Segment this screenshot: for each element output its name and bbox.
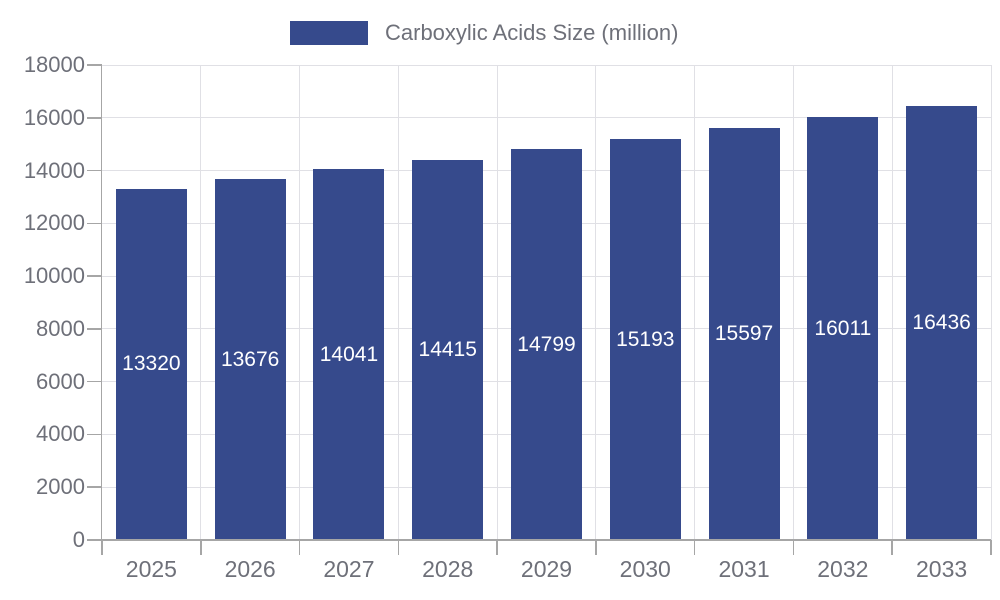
x-axis-tick-label: 2032 xyxy=(817,556,869,582)
x-axis-tick xyxy=(595,540,597,555)
bar-value-label: 13676 xyxy=(220,347,280,371)
y-axis-tick xyxy=(87,328,102,330)
y-axis-tick xyxy=(87,222,102,225)
legend[interactable]: Carboxylic Acids Size (million) xyxy=(290,20,678,46)
bar-2028: 14415 xyxy=(412,159,484,540)
bar-2025: 13320 xyxy=(115,188,187,540)
bar-value-label: 15193 xyxy=(616,327,675,351)
gridline-vertical xyxy=(990,65,992,540)
y-axis-tick-label: 8000 xyxy=(36,315,85,341)
x-axis-tick xyxy=(792,540,795,555)
bar-value-label: 13320 xyxy=(122,352,181,376)
y-axis-tick-label: 10000 xyxy=(23,263,85,289)
bar-2027: 14041 xyxy=(313,169,385,540)
bar-value-label: 16011 xyxy=(814,316,872,340)
bar-2033: 16436 xyxy=(906,106,978,540)
gridline-horizontal xyxy=(102,64,991,66)
gridline-vertical xyxy=(299,65,301,540)
gridline-vertical xyxy=(200,65,202,540)
y-axis-tick-label: 6000 xyxy=(36,368,85,394)
gridline-vertical xyxy=(397,65,399,540)
y-axis-tick-label: 4000 xyxy=(36,421,85,447)
x-axis-tick xyxy=(397,540,400,555)
x-axis-tick-label: 2028 xyxy=(422,556,474,582)
gridline-vertical xyxy=(496,65,498,540)
y-axis-tick xyxy=(87,486,102,488)
gridline-vertical xyxy=(595,65,597,540)
y-axis-tick xyxy=(87,380,102,383)
y-axis-tick xyxy=(87,275,102,277)
x-axis-tick-label: 2030 xyxy=(619,556,671,582)
bar-2029: 14799 xyxy=(511,149,582,540)
x-axis-tick-label: 2029 xyxy=(520,556,573,582)
x-axis-line xyxy=(87,539,991,541)
bar-2031: 15597 xyxy=(708,128,780,540)
y-axis-tick xyxy=(87,117,102,119)
y-axis-tick-label: 16000 xyxy=(23,104,85,130)
x-axis-tick-label: 2031 xyxy=(718,556,770,582)
x-axis-tick xyxy=(200,540,202,555)
legend-swatch[interactable] xyxy=(290,21,368,45)
x-axis-tick xyxy=(298,540,301,555)
gridline-vertical xyxy=(792,65,794,540)
y-axis-tick xyxy=(87,169,102,172)
x-axis-tick xyxy=(101,540,103,555)
y-axis-tick-label: 12000 xyxy=(23,210,85,236)
x-axis-tick-label: 2025 xyxy=(125,556,177,582)
bar-value-label: 16436 xyxy=(912,311,971,335)
bar-value-label: 14041 xyxy=(319,342,379,366)
x-axis-tick xyxy=(990,540,992,555)
x-axis-tick-label: 2026 xyxy=(224,556,276,582)
y-axis-line xyxy=(100,65,102,555)
gridline-vertical xyxy=(891,65,893,540)
x-axis-tick xyxy=(496,540,498,555)
x-axis-tick xyxy=(693,540,696,555)
bar-2030: 15193 xyxy=(609,139,681,540)
bar-2026: 13676 xyxy=(214,179,286,540)
legend-label[interactable]: Carboxylic Acids Size (million) xyxy=(385,20,679,45)
y-axis-tick xyxy=(87,433,102,436)
x-axis-tick-label: 2033 xyxy=(916,556,968,582)
bar-value-label: 15597 xyxy=(714,322,774,346)
y-axis-tick-label: 18000 xyxy=(23,52,85,77)
gridline-horizontal xyxy=(102,117,991,119)
bar-value-label: 14799 xyxy=(517,332,576,356)
bar-value-label: 14415 xyxy=(418,337,477,361)
x-axis-tick xyxy=(891,540,893,555)
gridline-vertical xyxy=(694,65,696,540)
y-axis-tick-label: 2000 xyxy=(36,474,85,500)
bar-2032: 16011 xyxy=(807,117,879,540)
y-axis-tick xyxy=(87,64,102,66)
x-axis-tick-label: 2027 xyxy=(323,556,375,582)
y-axis-tick-label: 0 xyxy=(72,527,85,552)
y-axis-tick-label: 14000 xyxy=(23,157,85,183)
